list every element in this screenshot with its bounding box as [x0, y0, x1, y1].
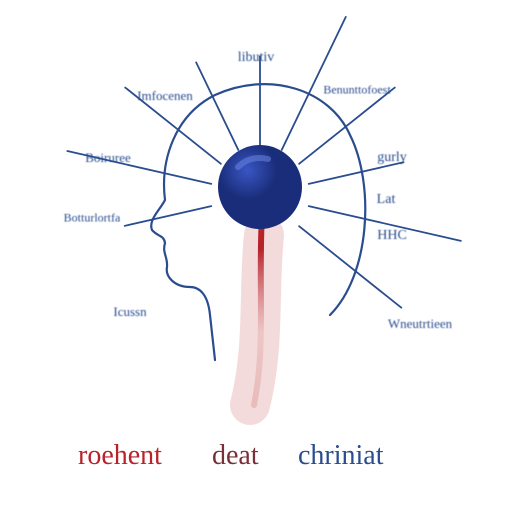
diagram-label: Boiruree: [85, 150, 130, 166]
diagram-label: gurly: [377, 150, 407, 166]
ray-line: [125, 206, 212, 226]
diagram-label: Lat: [377, 192, 396, 208]
caption-part: chriniat: [298, 440, 384, 472]
diagram-label: Icussn: [113, 304, 146, 320]
diagram-label: Wneutrtieen: [388, 316, 452, 332]
diagram-svg: [0, 0, 512, 512]
diagram-label: HHC: [377, 228, 407, 244]
caption-part: deat: [212, 440, 259, 472]
diagram-label: Botturlortfa: [64, 211, 121, 226]
ray-line: [196, 62, 238, 150]
caption-part: roehent: [78, 440, 162, 472]
diagram-label: libutiv: [238, 50, 275, 66]
diagram-label: Benunttofoest: [323, 83, 390, 98]
diagram-label: Imfocenen: [137, 88, 193, 104]
mindmap-diagram: libutiv Imfocenen Benunttofoest Boiruree gur…: [0, 0, 512, 512]
